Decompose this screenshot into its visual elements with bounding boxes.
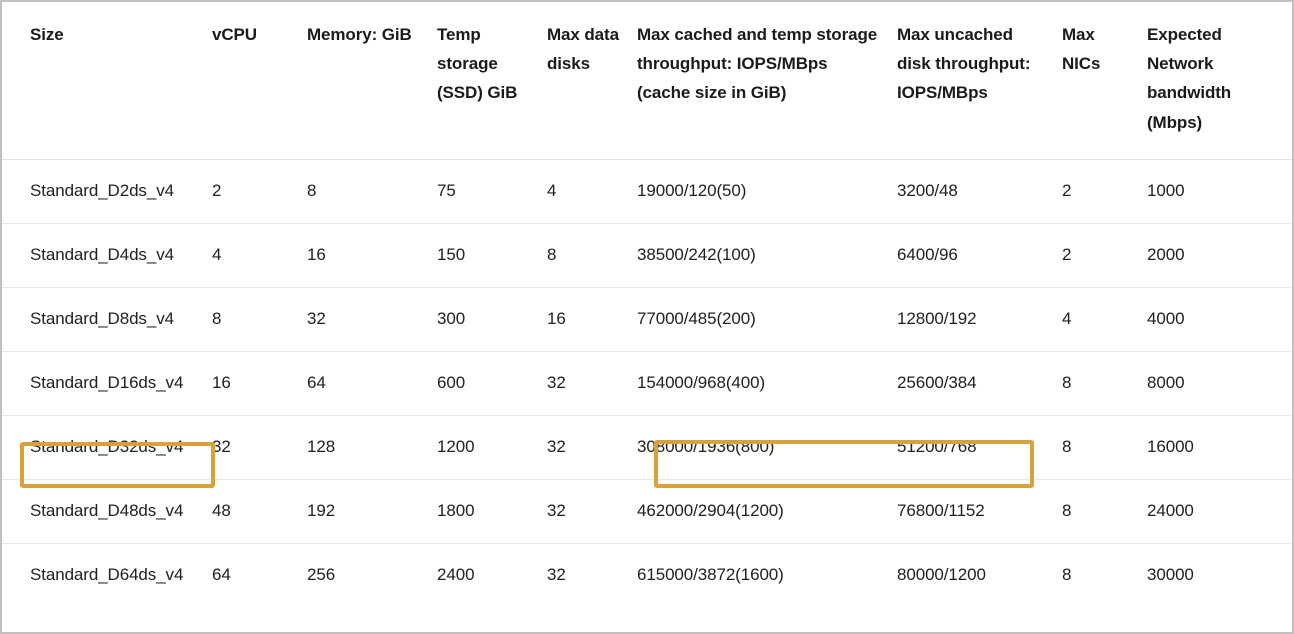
- vm-sizes-table: Size vCPU Memory: GiB Temp storage (SSD)…: [2, 2, 1292, 607]
- cell-max-uncached: 6400/96: [897, 223, 1062, 288]
- cell-bandwidth: 2000: [1147, 223, 1292, 288]
- cell-bandwidth: 30000: [1147, 565, 1194, 585]
- column-header-max-uncached: Max uncached disk throughput: IOPS/MBps: [897, 2, 1062, 160]
- cell-max-cached: 308000/1936(800): [637, 415, 897, 480]
- cell-max-nics: 2: [1062, 223, 1147, 288]
- table-row: Standard_D64ds_v4 64 256 2400 32 615000/…: [2, 543, 1292, 607]
- cell-max-uncached: 80000/1200: [897, 565, 986, 585]
- cell-bandwidth: 16000: [1147, 415, 1292, 480]
- cell-max-nics: 8: [1062, 479, 1147, 544]
- cell-vcpu: 64: [212, 565, 231, 585]
- table-row-highlighted: Standard_D32ds_v4 32 128 1200 32 308000/…: [2, 415, 1292, 480]
- table-row: Standard_D48ds_v4 48 192 1800 32 462000/…: [2, 479, 1292, 544]
- cell-bandwidth: 8000: [1147, 351, 1292, 416]
- cell-size: Standard_D32ds_v4: [2, 415, 212, 480]
- cell-max-uncached: 51200/768: [897, 415, 1062, 480]
- cell-memory: 16: [307, 223, 437, 288]
- cell-max-cached: 38500/242(100): [637, 223, 897, 288]
- cell-max-cached: 19000/120(50): [637, 159, 897, 224]
- cell-memory: 128: [307, 415, 437, 480]
- cell-max-cached: 77000/485(200): [637, 287, 897, 352]
- cell-max-nics: 8: [1062, 415, 1147, 480]
- cell-max-data-disks: 32: [547, 351, 637, 416]
- column-header-memory: Memory: GiB: [307, 2, 437, 160]
- cell-vcpu: 16: [212, 351, 307, 416]
- cell-bandwidth: 1000: [1147, 159, 1292, 224]
- cell-size: Standard_D4ds_v4: [2, 223, 212, 288]
- cell-max-nics: 4: [1062, 287, 1147, 352]
- cell-max-nics: 2: [1062, 159, 1147, 224]
- table-row: Standard_D16ds_v4 16 64 600 32 154000/96…: [2, 351, 1292, 416]
- cell-bandwidth: 4000: [1147, 287, 1292, 352]
- cell-temp-storage: 75: [437, 159, 547, 224]
- column-header-max-data-disks: Max data disks: [547, 2, 637, 160]
- cell-max-data-disks: 32: [547, 479, 637, 544]
- cell-max-data-disks: 32: [547, 415, 637, 480]
- cell-size: Standard_D64ds_v4: [30, 565, 184, 585]
- cell-max-uncached: 76800/1152: [897, 479, 1062, 544]
- cell-memory: 192: [307, 479, 437, 544]
- cell-max-uncached: 12800/192: [897, 287, 1062, 352]
- cell-temp-storage: 2400: [437, 565, 475, 585]
- column-header-size: Size: [2, 2, 212, 160]
- cell-memory: 256: [307, 565, 336, 585]
- cell-max-cached: 462000/2904(1200): [637, 479, 897, 544]
- cell-max-uncached: 25600/384: [897, 351, 1062, 416]
- column-header-expected-bandwidth: Expected Network bandwidth (Mbps): [1147, 2, 1292, 160]
- column-header-max-cached: Max cached and temp storage throughput: …: [637, 2, 897, 160]
- cell-bandwidth: 24000: [1147, 479, 1292, 544]
- cell-temp-storage: 1200: [437, 415, 547, 480]
- cell-memory: 32: [307, 287, 437, 352]
- cell-temp-storage: 150: [437, 223, 547, 288]
- cell-memory: 64: [307, 351, 437, 416]
- cell-vcpu: 8: [212, 287, 307, 352]
- header-row: Size vCPU Memory: GiB Temp storage (SSD)…: [2, 2, 1292, 160]
- cell-max-nics: 8: [1062, 565, 1072, 585]
- cell-size: Standard_D48ds_v4: [2, 479, 212, 544]
- cell-temp-storage: 600: [437, 351, 547, 416]
- column-header-temp-storage: Temp storage (SSD) GiB: [437, 2, 547, 160]
- cell-max-nics: 8: [1062, 351, 1147, 416]
- cell-max-cached: 154000/968(400): [637, 351, 897, 416]
- table-body: Standard_D2ds_v4 2 8 75 4 19000/120(50) …: [2, 159, 1292, 607]
- cell-vcpu: 32: [212, 415, 307, 480]
- cell-vcpu: 4: [212, 223, 307, 288]
- table-row: Standard_D8ds_v4 8 32 300 16 77000/485(2…: [2, 287, 1292, 352]
- cell-size: Standard_D2ds_v4: [2, 159, 212, 224]
- column-header-vcpu: vCPU: [212, 2, 307, 160]
- table-row: Standard_D2ds_v4 2 8 75 4 19000/120(50) …: [2, 159, 1292, 224]
- cell-max-data-disks: 4: [547, 159, 637, 224]
- cell-temp-storage: 300: [437, 287, 547, 352]
- column-header-max-nics: Max NICs: [1062, 2, 1147, 160]
- table-row: Standard_D4ds_v4 4 16 150 8 38500/242(10…: [2, 223, 1292, 288]
- cell-temp-storage: 1800: [437, 479, 547, 544]
- cell-memory: 8: [307, 159, 437, 224]
- cell-vcpu: 2: [212, 159, 307, 224]
- cell-vcpu: 48: [212, 479, 307, 544]
- cell-size: Standard_D8ds_v4: [2, 287, 212, 352]
- cell-size: Standard_D16ds_v4: [2, 351, 212, 416]
- cell-max-cached: 615000/3872(1600): [637, 565, 784, 585]
- cell-max-data-disks: 32: [547, 565, 566, 585]
- cell-max-data-disks: 16: [547, 287, 637, 352]
- cell-max-uncached: 3200/48: [897, 159, 1062, 224]
- table-header: Size vCPU Memory: GiB Temp storage (SSD)…: [2, 2, 1292, 160]
- cell-max-data-disks: 8: [547, 223, 637, 288]
